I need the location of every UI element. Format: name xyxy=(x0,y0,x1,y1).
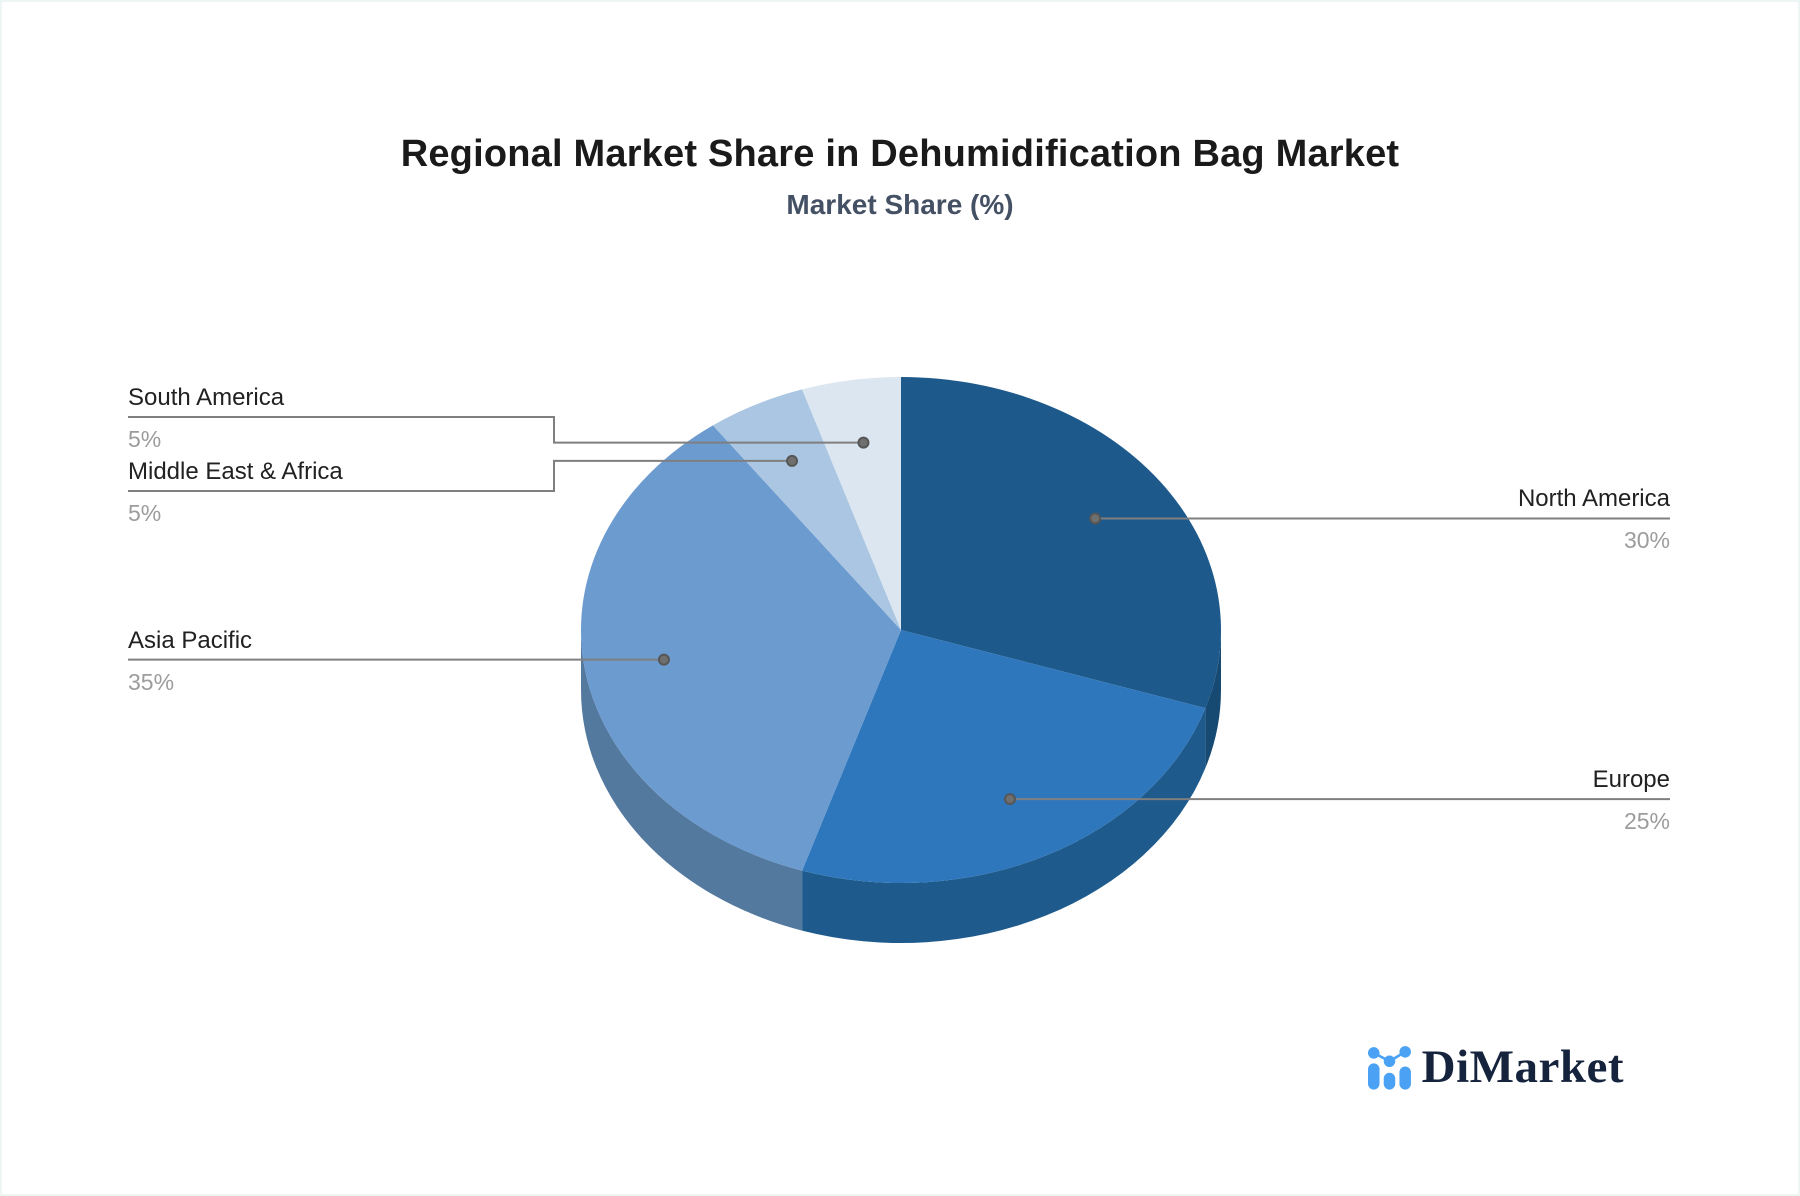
slice-value: 25% xyxy=(1623,808,1670,834)
pie-slice-middle-east-africa xyxy=(712,389,901,630)
chart-subtitle: Market Share (%) xyxy=(786,189,1014,220)
logo-icon-dot xyxy=(1399,1046,1411,1058)
pie-slice-side-asia-pacific xyxy=(581,630,803,931)
leader-dot-middle-east-africa xyxy=(786,454,799,467)
callout-asia-pacific: Asia Pacific 35% xyxy=(128,627,558,697)
pie-slice-south-america xyxy=(802,377,901,630)
slice-label: Asia Pacific xyxy=(128,627,253,654)
leader-dot-europe xyxy=(1003,793,1016,806)
slice-label: South America xyxy=(128,384,285,411)
pie-slice-asia-pacific xyxy=(580,425,901,871)
leader-line-south-america xyxy=(128,416,864,444)
leader-line-middle-east-africa xyxy=(128,459,793,492)
pie-side-faces xyxy=(581,630,1221,944)
mini-bar-chart-icon xyxy=(1367,1046,1411,1090)
slice-value: 30% xyxy=(1623,527,1670,553)
chart-title: Regional Market Share in Dehumidificatio… xyxy=(400,133,1400,175)
logo-icon-bar xyxy=(1367,1063,1380,1090)
slice-value: 5% xyxy=(128,500,162,526)
brand-logo: DiMarket xyxy=(1367,1041,1624,1093)
pie-slice-side-north-america xyxy=(1205,630,1221,769)
pie-slices xyxy=(580,377,1221,883)
slice-value: 35% xyxy=(128,669,175,695)
slice-label: Europe xyxy=(1592,766,1670,793)
slice-label: North America xyxy=(1517,485,1670,512)
slice-value: 5% xyxy=(128,426,162,452)
pie-slice-europe xyxy=(802,630,1206,883)
pie-slice-north-america xyxy=(901,377,1221,709)
logo-icon-dot xyxy=(1383,1055,1395,1068)
logo-icon-bar xyxy=(1383,1072,1395,1090)
callout-europe: Europe 25% xyxy=(1240,766,1670,836)
logo-icon-bar xyxy=(1399,1066,1411,1090)
leader-dot-north-america xyxy=(1089,512,1102,525)
pie-slice-side-europe xyxy=(802,708,1206,944)
callout-leader-lines xyxy=(128,416,1670,806)
leader-dot-south-america xyxy=(857,436,870,449)
slice-label: Middle East & Africa xyxy=(128,458,343,485)
logo-icon-dot xyxy=(1367,1047,1380,1059)
callout-middle-east-africa: Middle East & Africa 5% xyxy=(128,458,558,528)
callout-south-america: South America 5% xyxy=(128,384,558,454)
leader-dot-asia-pacific xyxy=(657,653,670,666)
callout-north-america: North America 30% xyxy=(1240,485,1670,555)
brand-logo-text: DiMarket xyxy=(1421,1041,1624,1093)
